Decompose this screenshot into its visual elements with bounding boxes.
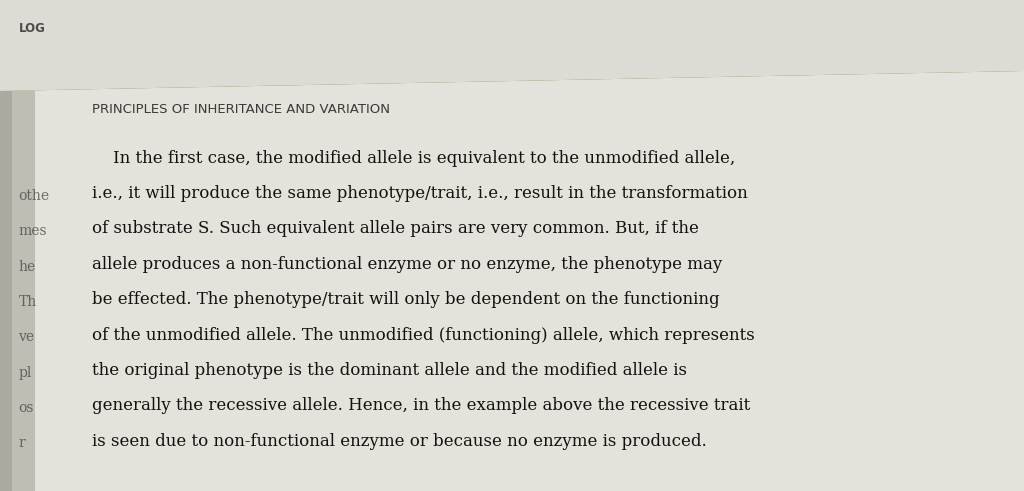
- Polygon shape: [0, 0, 1024, 91]
- Text: In the first case, the modified allele is equivalent to the unmodified allele,: In the first case, the modified allele i…: [92, 150, 735, 167]
- Polygon shape: [0, 71, 1024, 491]
- Polygon shape: [0, 91, 12, 491]
- Text: PRINCIPLES OF INHERITANCE AND VARIATION: PRINCIPLES OF INHERITANCE AND VARIATION: [92, 103, 390, 116]
- Text: of the unmodified allele. The unmodified (functioning) allele, which represents: of the unmodified allele. The unmodified…: [92, 327, 755, 344]
- Text: he: he: [18, 260, 36, 274]
- Text: of substrate S. Such equivalent allele pairs are very common. But, if the: of substrate S. Such equivalent allele p…: [92, 220, 699, 238]
- Bar: [0, 0, 1024, 51]
- Text: r: r: [18, 436, 26, 451]
- Text: Th: Th: [18, 295, 37, 309]
- Text: LOG: LOG: [18, 22, 45, 35]
- Text: ve: ve: [18, 330, 35, 345]
- Text: mes: mes: [18, 224, 47, 239]
- Text: generally the recessive allele. Hence, in the example above the recessive trait: generally the recessive allele. Hence, i…: [92, 397, 751, 414]
- Text: allele produces a non-functional enzyme or no enzyme, the phenotype may: allele produces a non-functional enzyme …: [92, 256, 722, 273]
- Polygon shape: [0, 91, 35, 491]
- Bar: [0, 0, 1024, 111]
- Text: os: os: [18, 401, 34, 415]
- Text: be effected. The phenotype/trait will only be dependent on the functioning: be effected. The phenotype/trait will on…: [92, 291, 720, 308]
- Text: pl: pl: [18, 366, 32, 380]
- Text: is seen due to non-functional enzyme or because no enzyme is produced.: is seen due to non-functional enzyme or …: [92, 433, 707, 450]
- Text: i.e., it will produce the same phenotype/trait, i.e., result in the transformati: i.e., it will produce the same phenotype…: [92, 185, 748, 202]
- Text: the original phenotype is the dominant allele and the modified allele is: the original phenotype is the dominant a…: [92, 362, 687, 379]
- Text: othe: othe: [18, 189, 49, 203]
